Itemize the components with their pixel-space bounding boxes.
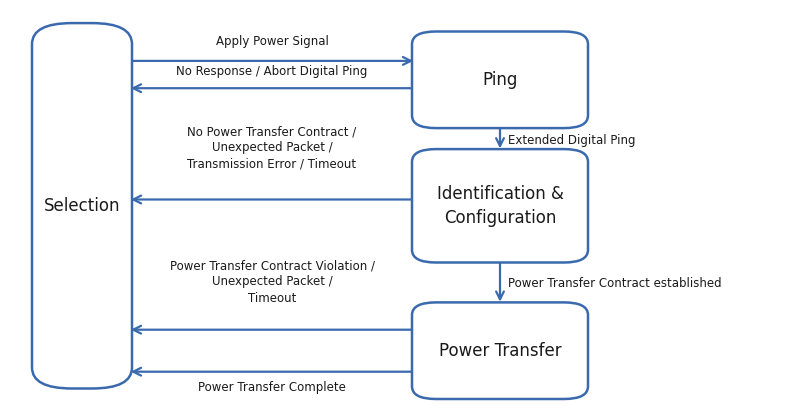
Text: No Power Transfer Contract /
Unexpected Packet /
Transmission Error / Timeout: No Power Transfer Contract / Unexpected … <box>187 125 357 170</box>
FancyBboxPatch shape <box>412 32 588 128</box>
Text: Selection: Selection <box>44 197 120 215</box>
Text: Power Transfer: Power Transfer <box>438 342 562 360</box>
FancyBboxPatch shape <box>412 149 588 262</box>
Text: Ping: Ping <box>482 71 518 89</box>
Text: Identification &
Configuration: Identification & Configuration <box>437 185 563 227</box>
Text: Power Transfer Complete: Power Transfer Complete <box>198 381 346 394</box>
FancyBboxPatch shape <box>32 23 132 388</box>
Text: Power Transfer Contract Violation /
Unexpected Packet /
Timeout: Power Transfer Contract Violation / Unex… <box>170 260 374 304</box>
Text: No Response / Abort Digital Ping: No Response / Abort Digital Ping <box>176 65 368 78</box>
FancyBboxPatch shape <box>412 302 588 399</box>
Text: Apply Power Signal: Apply Power Signal <box>215 35 329 48</box>
Text: Extended Digital Ping: Extended Digital Ping <box>508 134 635 147</box>
Text: Power Transfer Contract established: Power Transfer Contract established <box>508 277 722 290</box>
